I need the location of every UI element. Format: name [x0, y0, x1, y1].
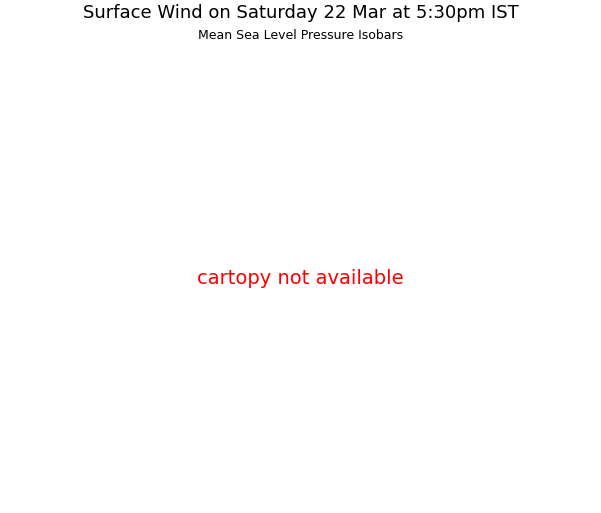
Text: cartopy not available: cartopy not available [197, 269, 404, 288]
Text: Surface Wind on Saturday 22 Mar at 5:30pm IST: Surface Wind on Saturday 22 Mar at 5:30p… [82, 4, 519, 22]
Text: Mean Sea Level Pressure Isobars: Mean Sea Level Pressure Isobars [198, 29, 403, 42]
